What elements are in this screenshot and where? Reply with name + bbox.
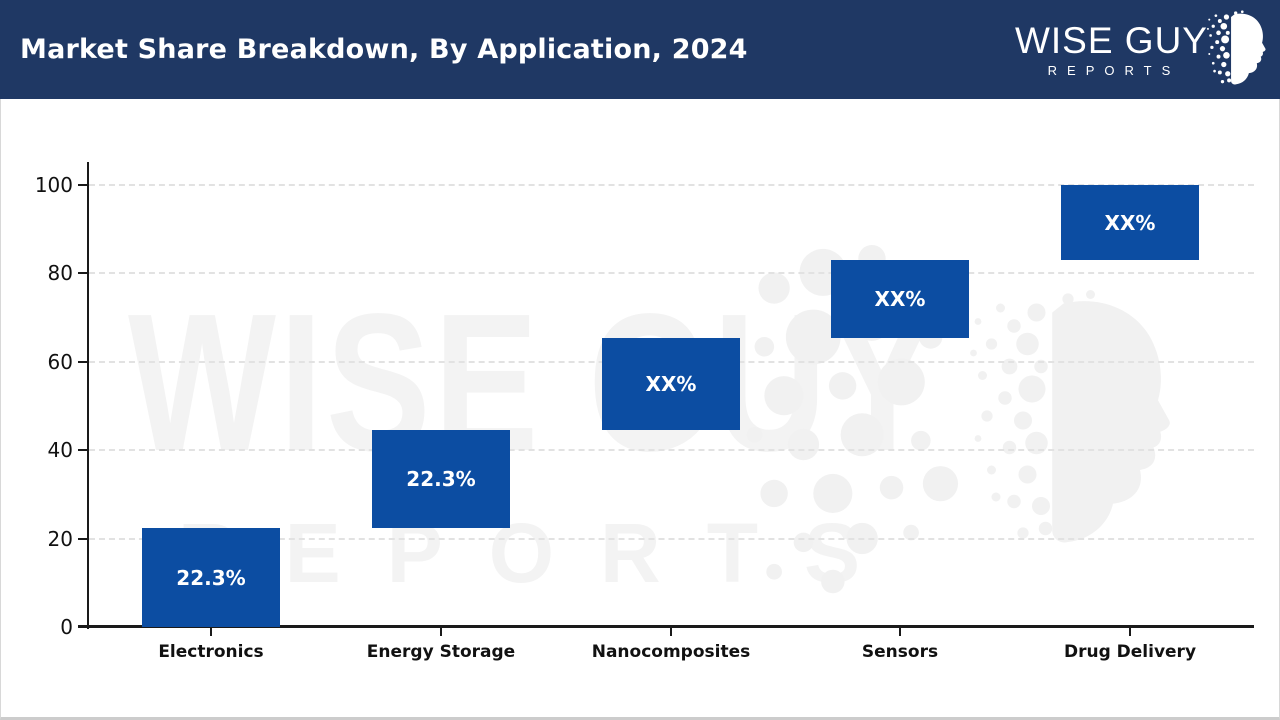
x-category-label: Electronics <box>158 642 264 662</box>
gridline <box>89 537 1254 540</box>
x-tick-mark <box>899 628 901 636</box>
x-tick-mark <box>1129 628 1131 636</box>
y-tick-label: 20 <box>47 526 73 551</box>
x-tick-mark <box>440 628 442 636</box>
bar-value-label: 22.3% <box>406 467 476 492</box>
x-category-label: Sensors <box>861 642 939 662</box>
x-category-label: Nanocomposites <box>591 642 751 662</box>
gridline <box>89 184 1254 186</box>
y-tick-mark <box>78 360 89 363</box>
logo-text: WISE GUY REPORTS <box>1015 22 1208 78</box>
logo-wordmark: WISE GUY <box>1014 19 1208 61</box>
wiseguy-head-icon <box>1204 10 1270 90</box>
y-tick-mark <box>78 449 89 452</box>
y-tick-label: 60 <box>47 349 73 374</box>
x-tick-mark <box>670 628 672 636</box>
wiseguy-logo: WISE GUY REPORTS <box>1015 10 1270 90</box>
bar-drug-delivery <box>1061 185 1199 261</box>
y-tick-label: 80 <box>47 261 73 286</box>
x-axis-line <box>78 625 1254 628</box>
gridline <box>89 449 1254 452</box>
bar-sensors <box>831 260 969 339</box>
bar-energy-storage <box>372 429 510 529</box>
y-tick-label: 0 <box>60 615 73 639</box>
bar-value-label: XX% <box>645 372 697 397</box>
header: Market Share Breakdown, By Application, … <box>0 0 1280 99</box>
x-tick-mark <box>210 628 212 636</box>
logo-subtitle: REPORTS <box>1047 62 1181 78</box>
bar-nanocomposites <box>602 338 740 430</box>
bar-value-label: XX% <box>874 287 926 312</box>
y-tick-mark <box>78 537 89 540</box>
y-tick-label: 100 <box>34 173 73 197</box>
bar-value-label: XX% <box>1104 210 1156 235</box>
y-axis-line <box>87 162 89 629</box>
x-category-label: Energy Storage <box>366 642 516 662</box>
bar-electronics <box>142 528 280 627</box>
y-tick-label: 40 <box>47 438 73 463</box>
gridline <box>89 272 1254 275</box>
x-category-label: Drug Delivery <box>1063 642 1197 662</box>
y-tick-mark <box>78 184 89 186</box>
page-title: Market Share Breakdown, By Application, … <box>20 34 748 65</box>
y-tick-mark <box>78 272 89 275</box>
bar-value-label: 22.3% <box>176 565 246 590</box>
waterfall-chart: 0 20 40 60 80 100 22.3% Electronics 22.3% Energy … <box>35 162 1254 662</box>
